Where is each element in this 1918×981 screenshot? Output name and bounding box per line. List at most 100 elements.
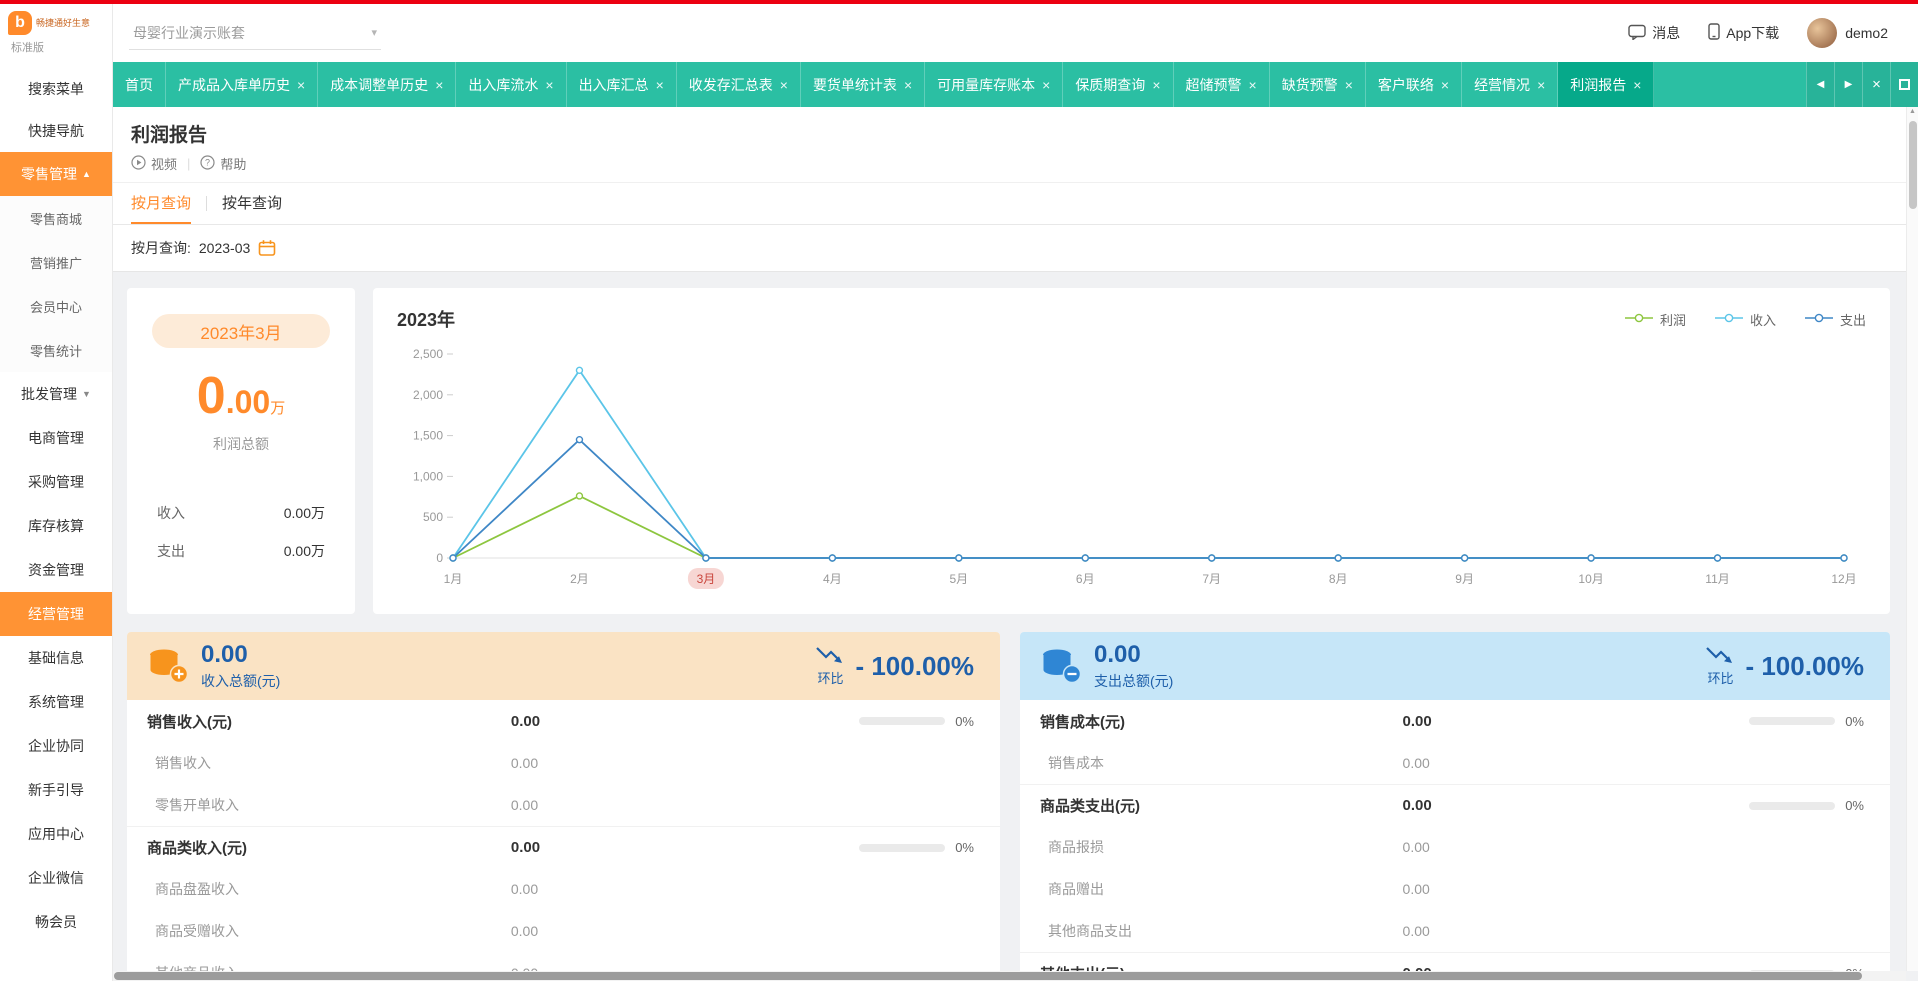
sidebar-item-13[interactable]: 基础信息 <box>0 636 112 680</box>
scroll-tabs-left-button[interactable]: ◀ <box>1806 62 1834 107</box>
sidebar-item-8[interactable]: 电商管理 <box>0 416 112 460</box>
legend-marker-icon <box>1624 312 1654 327</box>
account-select[interactable]: 母婴行业演示账套 ▾ <box>129 16 381 50</box>
close-icon[interactable]: × <box>1440 76 1450 93</box>
sidebar-item-18[interactable]: 企业微信 <box>0 856 112 900</box>
filter-date-value[interactable]: 2023-03 <box>198 240 251 256</box>
horizontal-scrollbar[interactable] <box>113 971 1906 981</box>
close-icon[interactable]: × <box>903 76 913 93</box>
sidebar-item-16[interactable]: 新手引导 <box>0 768 112 812</box>
income-total: 0.00 <box>201 641 248 668</box>
sidebar-item-14[interactable]: 系统管理 <box>0 680 112 724</box>
income-row-label: 商品盘盈收入 <box>155 881 239 897</box>
tab-2[interactable]: 成本调整单历史 × <box>318 62 457 107</box>
close-icon[interactable]: × <box>1344 76 1353 93</box>
tab-label: 缺货预警 <box>1281 76 1338 93</box>
tab-10[interactable]: 缺货预警 × <box>1270 62 1366 107</box>
scroll-tabs-right-button[interactable]: ▶ <box>1834 62 1862 107</box>
legend-label: 支出 <box>1839 312 1866 328</box>
close-icon[interactable]: × <box>1537 76 1546 93</box>
sidebar-item-9[interactable]: 采购管理 <box>0 460 112 504</box>
horizontal-scrollbar-thumb[interactable] <box>114 972 1863 980</box>
sidebar-item-2[interactable]: 零售管理 ▲ <box>0 152 112 196</box>
legend-item-支出[interactable]: 支出 <box>1804 310 1866 329</box>
video-link[interactable]: 视频 <box>131 154 177 173</box>
tab-12[interactable]: 经营情况 × <box>1462 62 1559 107</box>
legend-item-利润[interactable]: 利润 <box>1624 310 1686 329</box>
profit-chart[interactable]: 0 500 1,000 1,500 2,000 2,500 1月 2月 3月 4月 5月 6月 7月 8月… <box>397 338 1866 594</box>
tab-4[interactable]: 出入库汇总 × <box>567 62 677 107</box>
divider <box>206 196 208 211</box>
messages-button[interactable]: 消息 <box>1628 23 1680 43</box>
chart-title: 2023年 <box>397 310 456 330</box>
summary-period-badge: 2023年3月 <box>152 314 330 348</box>
tab-9[interactable]: 超储预警 × <box>1174 62 1270 107</box>
help-link[interactable]: ? 帮助 <box>200 154 246 173</box>
expense-row-value: 0.00 <box>1402 839 1430 855</box>
close-icon[interactable]: × <box>779 76 788 93</box>
income-mom-label: 环比 <box>817 671 844 686</box>
close-icon[interactable]: × <box>1248 76 1257 93</box>
svg-text:11月: 11月 <box>1705 572 1729 586</box>
expense-rows: 销售成本(元) 0.00 0% 销售成本 0.00 商品类支出(元) 0.00 0% 商品报损 0… <box>1020 700 1890 981</box>
tab-1[interactable]: 产成品入库单历史 × <box>166 62 319 107</box>
sidebar-item-19[interactable]: 畅会员 <box>0 900 112 944</box>
income-card: 0.00 收入总额(元) 环比 <box>127 632 1000 981</box>
query-tab-0[interactable]: 按月查询 <box>131 183 192 224</box>
trend-down-icon <box>815 645 845 668</box>
sidebar-item-0[interactable]: 搜索菜单 <box>0 68 112 110</box>
sidebar-item-11[interactable]: 资金管理 <box>0 548 112 592</box>
tab-11[interactable]: 客户联络 × <box>1366 62 1463 107</box>
tab-6[interactable]: 要货单统计表 × <box>801 62 926 107</box>
filter-label: 按月查询: <box>131 240 191 256</box>
tab-label: 利润报告 <box>1570 76 1627 93</box>
query-tab-1[interactable]: 按年查询 <box>222 195 283 212</box>
close-tabs-button[interactable]: × <box>1862 62 1890 107</box>
summary-amount: 0.00万 <box>127 370 355 422</box>
sidebar-item-17[interactable]: 应用中心 <box>0 812 112 856</box>
expense-row-label: 其他商品支出 <box>1048 923 1132 939</box>
tab-7[interactable]: 可用量库存账本 × <box>925 62 1064 107</box>
close-icon[interactable]: × <box>1042 76 1051 93</box>
sidebar-item-3[interactable]: 零售商城 <box>0 196 112 240</box>
phone-icon <box>1708 23 1720 43</box>
user-menu[interactable]: demo2 <box>1807 18 1888 48</box>
tab-13[interactable]: 利润报告 × <box>1558 62 1655 107</box>
income-row-label: 零售开单收入 <box>155 797 239 813</box>
income-row-label: 商品受赠收入 <box>155 923 239 939</box>
sidebar-item-7[interactable]: 批发管理 ▼ <box>0 372 112 416</box>
sidebar-item-10[interactable]: 库存核算 <box>0 504 112 548</box>
vertical-scrollbar-thumb[interactable] <box>1909 121 1917 209</box>
coins-plus-icon <box>147 646 189 687</box>
sidebar-item-4[interactable]: 营销推广 <box>0 240 112 284</box>
expense-row-4: 商品赠出 0.00 <box>1020 868 1890 910</box>
close-icon[interactable]: × <box>297 76 306 93</box>
legend-item-收入[interactable]: 收入 <box>1714 310 1776 329</box>
summary-row-value: 0.00万 <box>283 505 325 521</box>
fullscreen-button[interactable] <box>1890 62 1918 107</box>
sidebar-item-15[interactable]: 企业协同 <box>0 724 112 768</box>
close-icon[interactable]: × <box>1152 76 1161 93</box>
logo-block[interactable]: b 畅捷通好生意 标准版 <box>0 4 112 68</box>
tab-3[interactable]: 出入库流水 × <box>456 62 567 107</box>
sidebar-item-6[interactable]: 零售统计 <box>0 328 112 372</box>
tab-0[interactable]: 首页 <box>113 62 166 107</box>
sidebar-item-5[interactable]: 会员中心 <box>0 284 112 328</box>
calendar-icon[interactable] <box>258 239 276 257</box>
close-icon[interactable]: × <box>655 76 664 93</box>
close-icon[interactable]: × <box>545 76 554 93</box>
amount-integer: 0 <box>196 367 226 425</box>
sidebar-item-12[interactable]: 经营管理 <box>0 592 112 636</box>
tab-label: 可用量库存账本 <box>937 76 1036 93</box>
income-row-value: 0.00 <box>510 839 541 856</box>
scroll-up-icon[interactable]: ▲ <box>1909 108 1916 115</box>
close-icon[interactable]: × <box>1633 76 1642 93</box>
app-download-button[interactable]: App下载 <box>1708 23 1779 43</box>
tab-5[interactable]: 收发存汇总表 × <box>677 62 801 107</box>
expense-row-value: 0.00 <box>1402 797 1432 814</box>
tab-8[interactable]: 保质期查询 × <box>1063 62 1174 107</box>
sidebar-item-1[interactable]: 快捷导航 <box>0 110 112 152</box>
vertical-scrollbar[interactable]: ▲ <box>1906 107 1918 971</box>
sidebar-item-label: 零售商城 <box>29 211 82 227</box>
close-icon[interactable]: × <box>435 76 444 93</box>
